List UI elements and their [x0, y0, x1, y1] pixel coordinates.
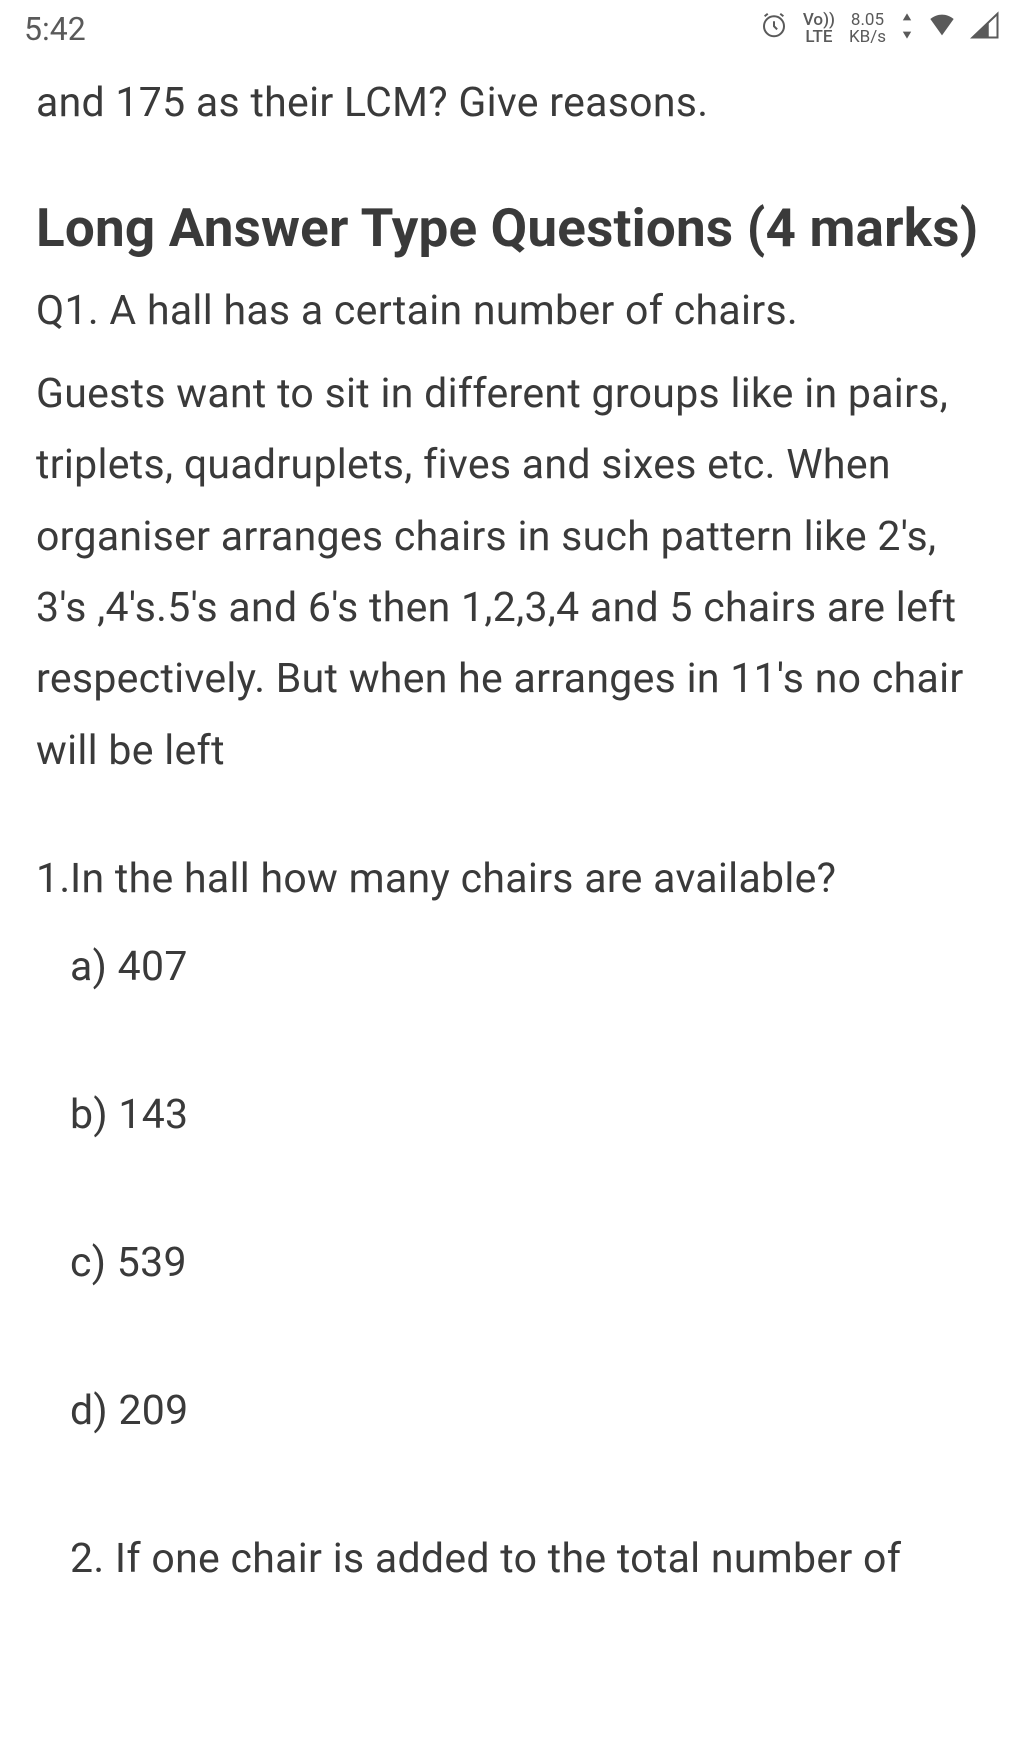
wifi-icon [928, 10, 956, 48]
status-time: 5:42 [24, 10, 86, 48]
sub-question-2: 2. If one chair is added to the total nu… [70, 1535, 988, 1583]
question-1-label: Q1. A hall has a certain number of chair… [36, 277, 988, 347]
option-a: a) 407 [70, 943, 988, 991]
updown-icon [900, 10, 914, 48]
data-rate: 8.05 KB/s [849, 12, 886, 46]
question-1-body: Guests want to sit in different groups l… [36, 359, 988, 787]
status-icons: Vo)) LTE 8.05 KB/s [759, 10, 1000, 48]
section-heading: Long Answer Type Questions (4 marks) [36, 195, 988, 263]
option-c: c) 539 [70, 1239, 988, 1287]
options-list: a) 407 b) 143 c) 539 d) 209 [70, 943, 988, 1435]
rate-bottom: KB/s [849, 29, 886, 46]
volte-bottom: LTE [805, 29, 832, 46]
option-d: d) 209 [70, 1387, 988, 1435]
option-b: b) 143 [70, 1091, 988, 1139]
sub-q1-number: 1. [36, 855, 70, 903]
sub-question-1: 1. In the hall how many chairs are avail… [36, 855, 988, 1583]
status-bar: 5:42 Vo)) LTE 8.05 KB/s [0, 0, 1024, 54]
alarm-icon [759, 10, 789, 48]
document-content: and 175 as their LCM? Give reasons. Long… [0, 54, 1024, 1583]
signal-icon [970, 10, 1000, 48]
sub-q1-text: In the hall how many chairs are availabl… [70, 855, 836, 903]
volte-indicator: Vo)) LTE [803, 12, 835, 46]
intro-fragment: and 175 as their LCM? Give reasons. [36, 76, 988, 131]
